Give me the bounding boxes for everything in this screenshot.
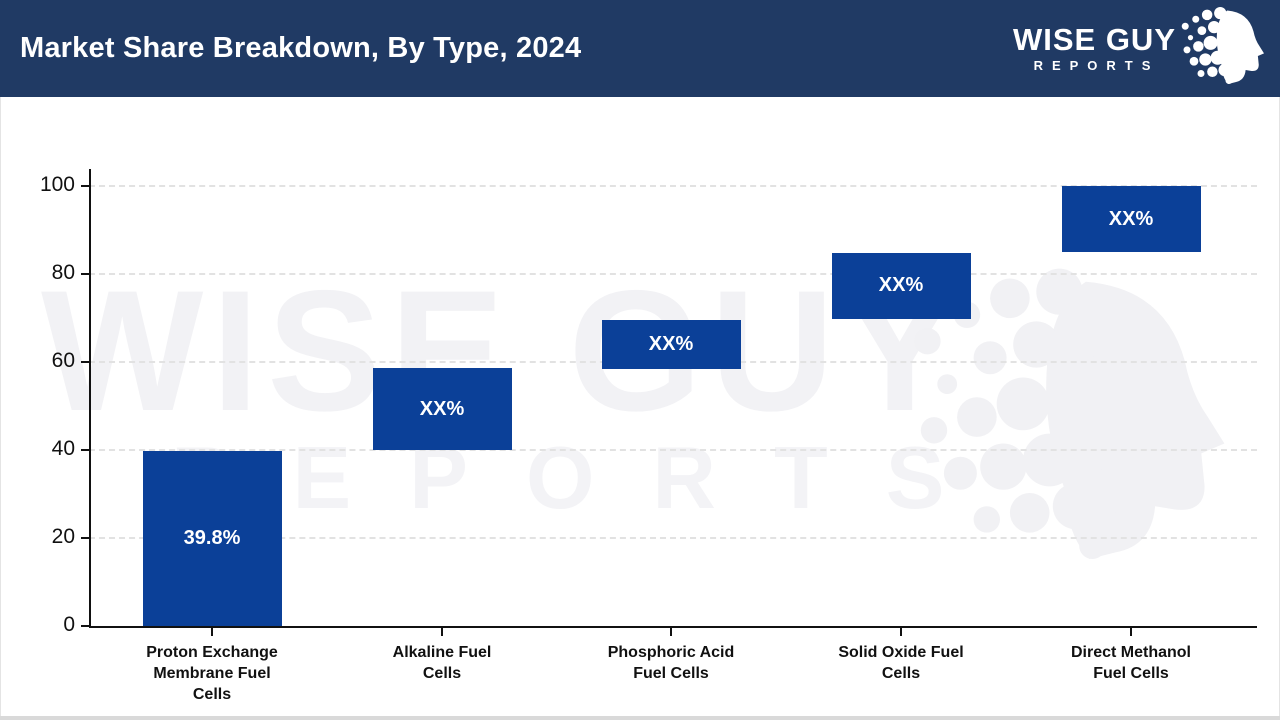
category-label-line: Cells xyxy=(192,686,232,703)
y-tick-60 xyxy=(81,361,89,363)
category-label-line: Cells xyxy=(881,665,921,682)
header: Market Share Breakdown, By Type, 2024 WI… xyxy=(0,0,1280,97)
category-label-line: Membrane Fuel xyxy=(153,665,271,682)
x-tick-1 xyxy=(211,628,213,636)
x-tick-4 xyxy=(900,628,902,636)
category-label-line: Phosphoric Acid xyxy=(607,644,735,661)
bar-value-label-3: XX% xyxy=(648,332,694,355)
bar-value-label-2: XX% xyxy=(419,397,465,420)
bar-value-label-5: XX% xyxy=(1108,207,1154,230)
gridline-100 xyxy=(89,185,1257,187)
waterfall-chart: WISE GUY REPORTS 0 20 40 60 80 100 39.8% Proton… xyxy=(0,97,1280,720)
category-label-line: Direct Methanol xyxy=(1070,644,1191,661)
bottom-border xyxy=(0,716,1280,720)
x-tick-2 xyxy=(441,628,443,636)
bar-value-label-1: 39.8% xyxy=(183,526,241,549)
wise-guy-logo: WISE GUY REPORTS xyxy=(1012,6,1280,91)
y-tick-20 xyxy=(81,537,89,539)
logo-head-icon xyxy=(1181,6,1264,84)
logo-text-line1: WISE GUY xyxy=(1012,22,1176,57)
gridline-80 xyxy=(89,273,1257,275)
y-tick-100 xyxy=(81,185,89,187)
category-label-1: Proton Exchange Membrane Fuel Cells xyxy=(102,642,322,705)
category-label-4: Solid Oxide Fuel Cells xyxy=(791,642,1011,684)
bar-2: XX% xyxy=(372,368,512,450)
y-tick-label-0: 0 xyxy=(63,613,75,636)
y-tick-label-100: 100 xyxy=(39,173,75,196)
category-label-line: Fuel Cells xyxy=(633,665,709,682)
logo-text-line2: REPORTS xyxy=(1033,58,1160,73)
page-title: Market Share Breakdown, By Type, 2024 xyxy=(20,32,582,64)
y-tick-label-20: 20 xyxy=(51,525,75,548)
category-label-5: Direct Methanol Fuel Cells xyxy=(1021,642,1241,684)
y-axis xyxy=(89,169,91,628)
bar-5: XX% xyxy=(1061,186,1201,253)
x-tick-5 xyxy=(1130,628,1132,636)
x-axis xyxy=(89,626,1257,628)
category-label-line: Proton Exchange xyxy=(146,644,278,661)
category-label-line: Cells xyxy=(422,665,462,682)
category-label-line: Solid Oxide Fuel xyxy=(838,644,964,661)
gridline-20 xyxy=(89,537,1257,539)
bar-value-label-4: XX% xyxy=(878,274,924,297)
category-label-2: Alkaline Fuel Cells xyxy=(332,642,552,684)
y-tick-label-40: 40 xyxy=(51,437,75,460)
bar-1: 39.8% xyxy=(142,450,282,626)
y-tick-label-60: 60 xyxy=(51,349,75,372)
category-label-3: Phosphoric Acid Fuel Cells xyxy=(561,642,781,684)
gridline-40 xyxy=(89,449,1257,451)
x-tick-3 xyxy=(670,628,672,636)
logo-wordmark: WISE GUY REPORTS xyxy=(1012,22,1176,74)
bar-4: XX% xyxy=(831,252,971,319)
y-tick-40 xyxy=(81,449,89,451)
category-label-line: Fuel Cells xyxy=(1093,665,1169,682)
bar-3: XX% xyxy=(601,320,741,369)
watermark-text-line2: REPORTS xyxy=(171,428,1003,527)
y-tick-label-80: 80 xyxy=(51,261,75,284)
y-tick-0 xyxy=(81,625,89,627)
category-label-line: Alkaline Fuel xyxy=(392,644,492,661)
y-tick-80 xyxy=(81,273,89,275)
